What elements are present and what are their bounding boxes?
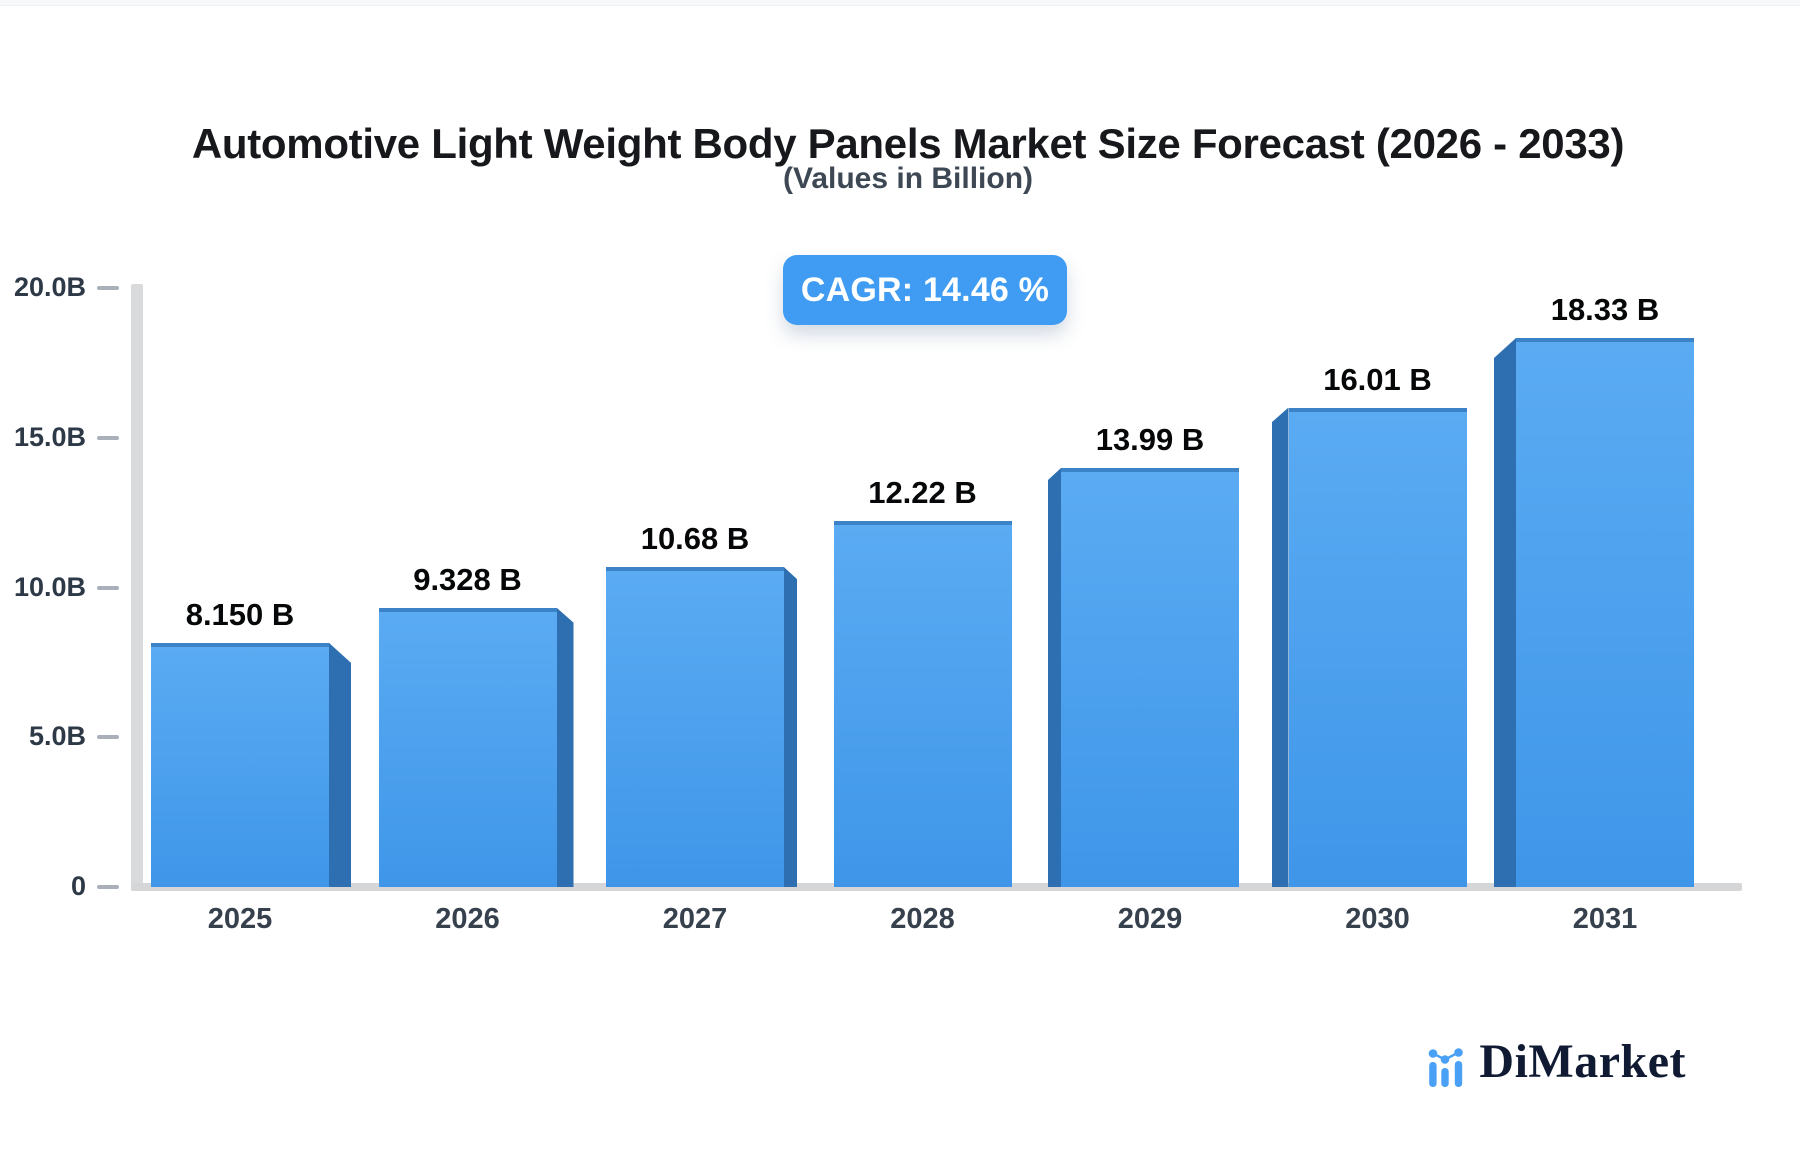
x-tick-label: 2029 [1117, 903, 1183, 935]
bar-2030 [1288, 407, 1467, 887]
bar-2028 [833, 521, 1012, 887]
bar-2026 [378, 607, 557, 887]
bar-value-label: 10.68 B [640, 521, 750, 557]
bar-2031 [1516, 338, 1694, 887]
bar-2027 [606, 567, 784, 887]
y-tick-dash [97, 435, 119, 440]
y-axis-line [131, 284, 143, 891]
x-axis-baseline [131, 883, 1742, 891]
x-tick-label: 2028 [890, 903, 955, 935]
x-tick-label: 2027 [662, 903, 728, 935]
bar-2029 [1061, 467, 1239, 887]
bar-side-face [1271, 407, 1289, 887]
bar-value-label: 8.150 B [185, 596, 295, 632]
bar-side-face [329, 642, 351, 887]
bar-value-label: 9.328 B [413, 561, 522, 597]
cagr-badge: CAGR: 14.46 % [783, 255, 1067, 325]
bar-value-label: 16.01 B [1323, 361, 1432, 397]
bar-value-label: 13.99 B [1095, 421, 1205, 457]
y-tick-dash [97, 286, 119, 290]
y-tick-label: 10.0B [13, 571, 86, 602]
y-tick-label: 15.0B [13, 421, 86, 452]
bar-value-label: 12.22 B [868, 475, 977, 510]
x-tick-label: 2026 [435, 903, 500, 935]
bar-chart-trend-icon [1429, 1048, 1464, 1087]
y-tick-dash [97, 735, 119, 740]
bar-value-label: 18.33 B [1550, 292, 1660, 328]
bar-side-face [1494, 338, 1516, 887]
x-tick-label: 2025 [207, 903, 273, 935]
y-tick-label: 5.0B [28, 721, 86, 752]
logo-text: DiMarket [1479, 1035, 1686, 1088]
page-title: Automotive Light Weight Body Panels Mark… [191, 120, 1625, 168]
dimarket-logo: DiMarket [1428, 1035, 1686, 1088]
chart-subtitle: (Values in Billion) [782, 162, 1034, 195]
bar-side-face [784, 567, 797, 887]
bar-side-face [556, 607, 574, 887]
bar-2025 [151, 642, 329, 887]
y-tick-label: 0 [70, 871, 86, 901]
x-tick-label: 2031 [1572, 903, 1638, 935]
top-edge-band [0, 0, 1800, 6]
x-tick-label: 2030 [1345, 903, 1410, 935]
bar-side-face [1048, 467, 1061, 887]
y-tick-dash [97, 885, 119, 889]
y-tick-label: 20.0B [13, 272, 86, 302]
cagr-badge-label: CAGR: 14.46 % [800, 270, 1050, 309]
y-tick-dash [97, 585, 119, 590]
